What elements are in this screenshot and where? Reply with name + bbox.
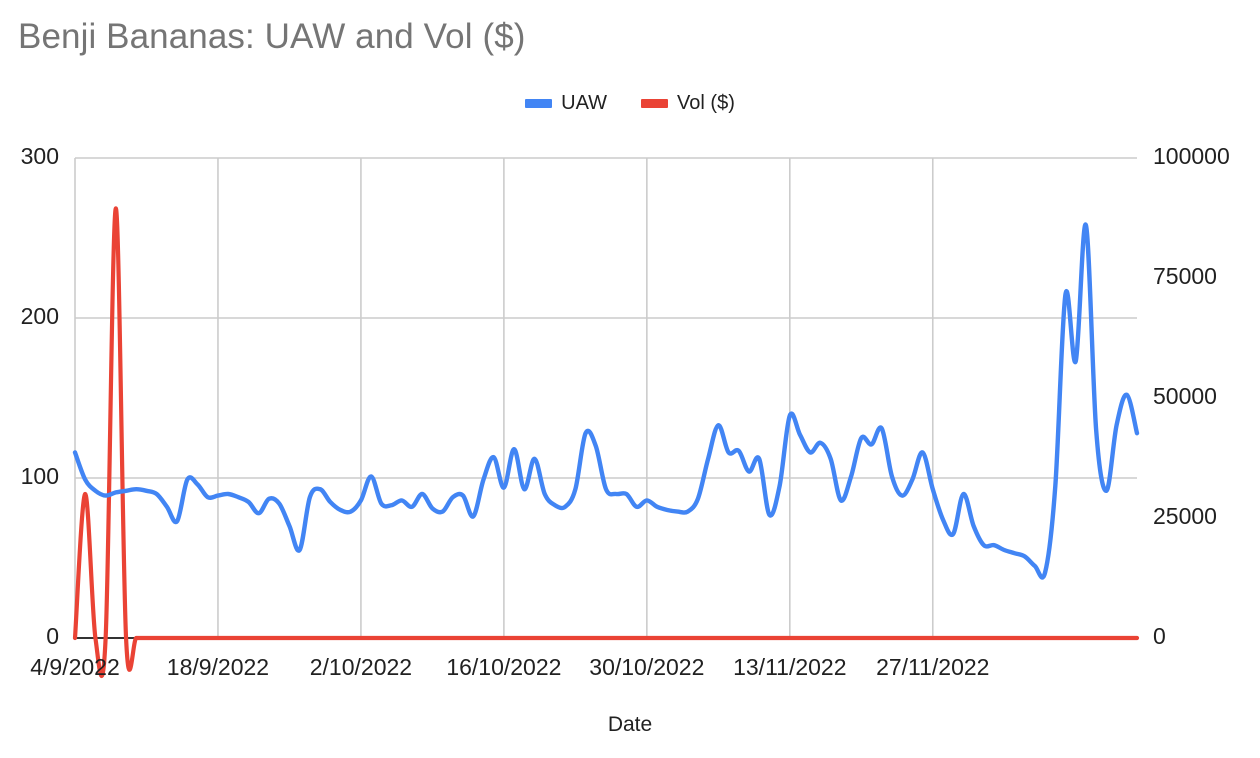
horizontal-gridlines [75, 157, 1137, 639]
x-tick-6: 27/11/2022 [876, 654, 990, 680]
y-left-tick-100: 100 [20, 463, 59, 489]
chart-legend: UAW Vol ($) [0, 92, 1260, 115]
x-tick-4: 30/10/2022 [589, 654, 705, 680]
series-line-vol [72, 206, 1140, 678]
x-tick-2: 2/10/2022 [309, 654, 413, 680]
legend-swatch-uaw [525, 99, 553, 108]
y-right-tick-25000: 25000 [1153, 503, 1217, 529]
legend-label-uaw: UAW [561, 92, 608, 114]
y-right-tick-0: 0 [1153, 623, 1166, 649]
y-right-tick-75000: 75000 [1153, 263, 1217, 289]
y-left-tick-0: 0 [46, 623, 59, 649]
vertical-gridlines [74, 158, 934, 638]
y-right-tick-50000: 50000 [1153, 383, 1217, 409]
legend-swatch-vol [641, 99, 669, 108]
x-tick-5: 13/11/2022 [733, 654, 847, 680]
y-left-tick-300: 300 [20, 143, 59, 169]
y-left-tick-200: 200 [20, 303, 59, 329]
x-tick-3: 16/10/2022 [446, 654, 562, 680]
legend-label-vol: Vol ($) [677, 92, 735, 114]
x-tick-1: 18/9/2022 [166, 654, 270, 680]
x-axis-title: Date [607, 713, 653, 736]
chart-title: Benji Bananas: UAW and Vol ($) [18, 17, 526, 56]
series-line-uaw [72, 222, 1140, 580]
x-tick-0: 4/9/2022 [30, 654, 120, 680]
y-right-tick-100000: 100000 [1153, 143, 1230, 169]
legend-item-vol[interactable]: Vol ($) [641, 92, 735, 115]
legend-item-uaw[interactable]: UAW [525, 92, 607, 115]
